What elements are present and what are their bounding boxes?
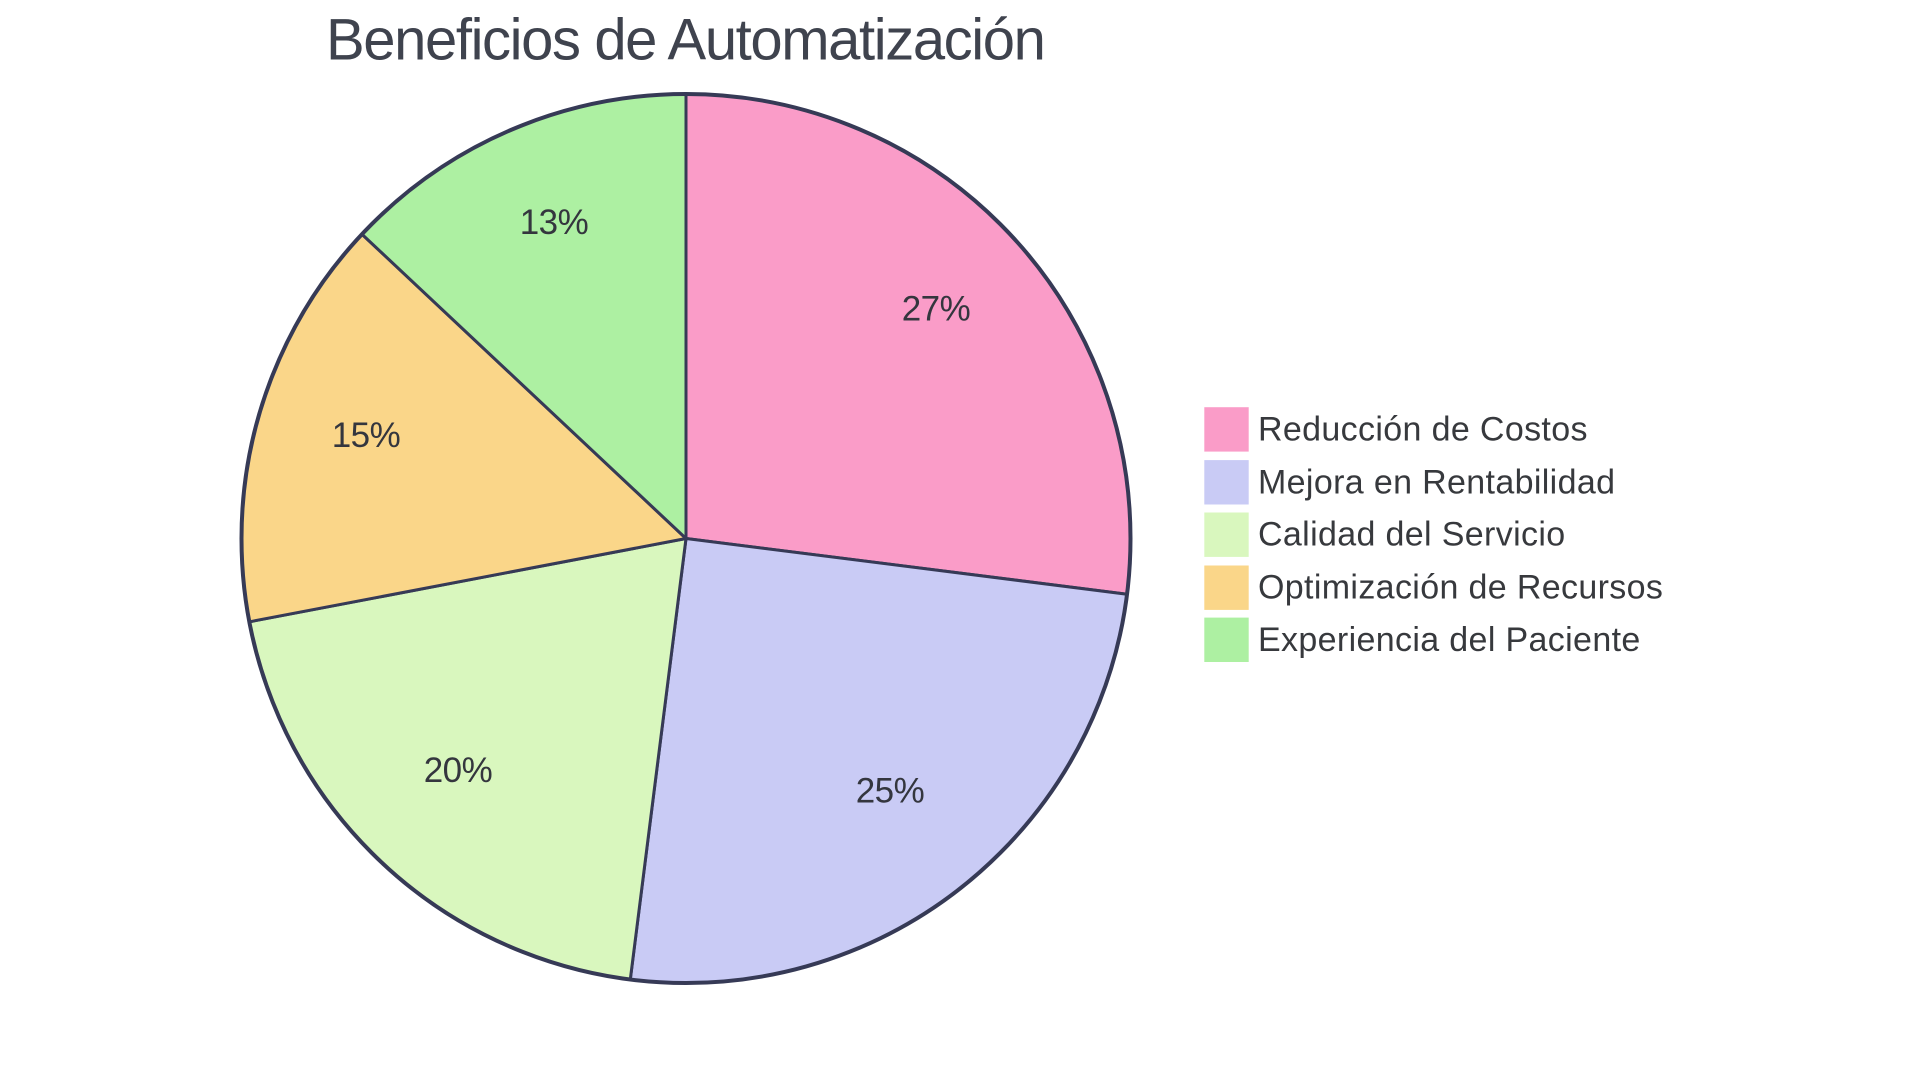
- svg-text:Experiencia del Paciente: Experiencia del Paciente: [1258, 621, 1641, 659]
- svg-text:15%: 15%: [332, 416, 401, 455]
- svg-text:25%: 25%: [856, 772, 925, 811]
- svg-text:Beneficios de Automatización: Beneficios de Automatización: [326, 8, 1044, 73]
- svg-text:13%: 13%: [520, 203, 589, 242]
- svg-text:Reducción de Costos: Reducción de Costos: [1258, 410, 1588, 448]
- svg-text:20%: 20%: [424, 751, 493, 790]
- svg-text:Calidad del Servicio: Calidad del Servicio: [1258, 516, 1566, 554]
- svg-text:Mejora en Rentabilidad: Mejora en Rentabilidad: [1258, 463, 1615, 501]
- svg-text:27%: 27%: [902, 290, 971, 329]
- svg-text:Optimización de Recursos: Optimización de Recursos: [1258, 569, 1663, 607]
